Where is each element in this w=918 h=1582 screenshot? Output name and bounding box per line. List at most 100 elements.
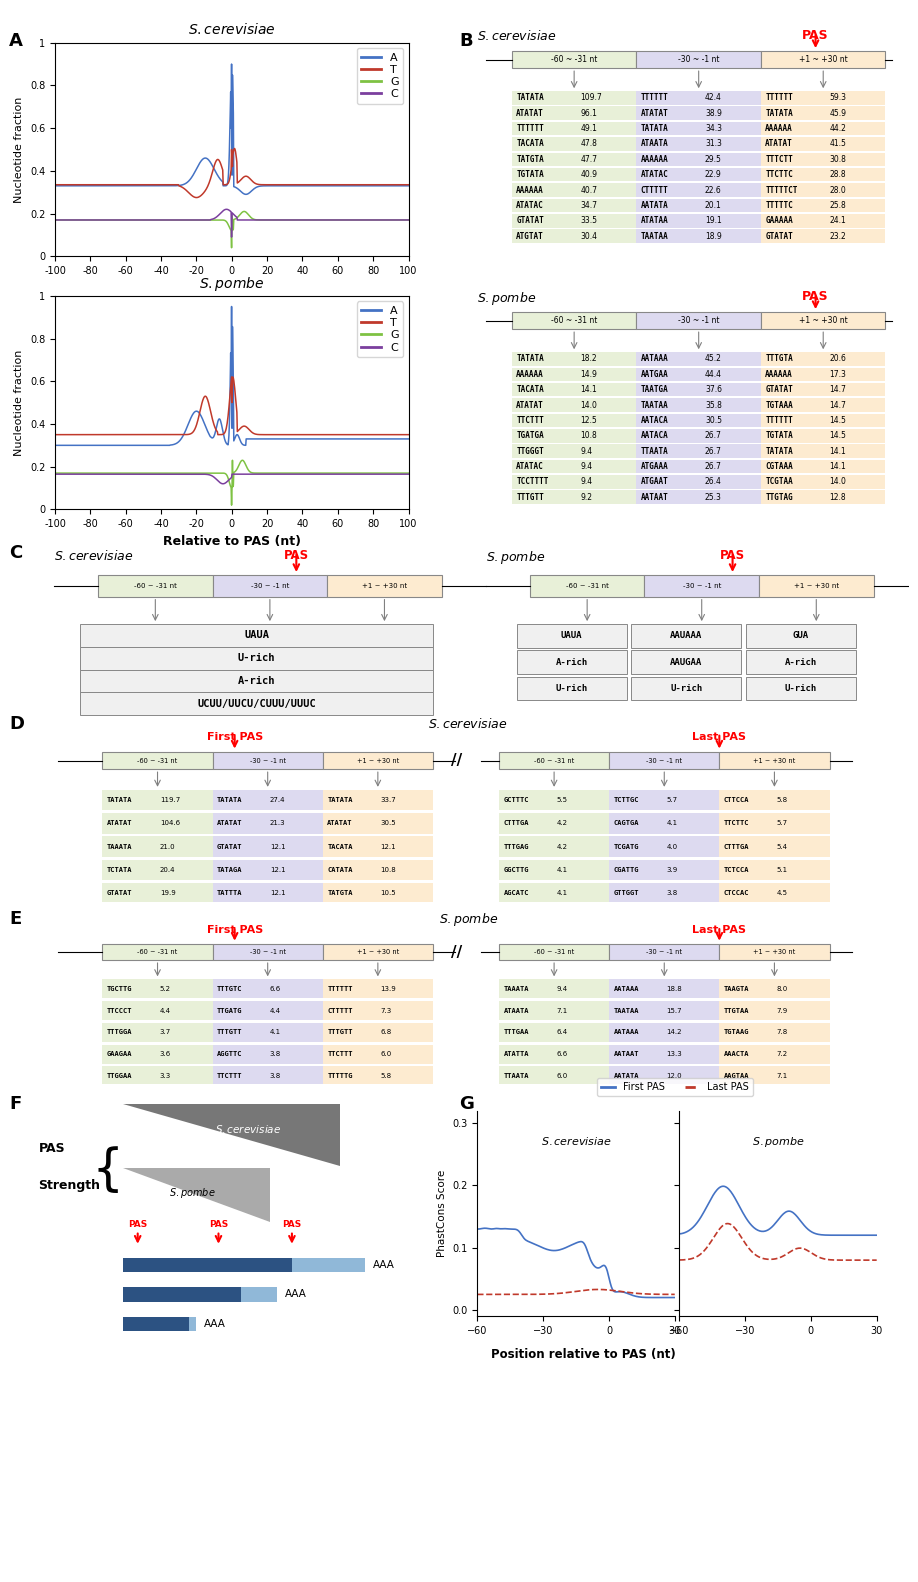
Bar — [213, 574, 327, 596]
Bar — [759, 574, 874, 596]
Text: 23.2: 23.2 — [830, 231, 846, 240]
Text: 14.7: 14.7 — [830, 400, 846, 410]
Text: C: C — [9, 544, 22, 562]
Text: A-rich: A-rich — [238, 676, 275, 687]
Text: GTATAT: GTATAT — [217, 843, 242, 850]
Bar — [610, 789, 720, 810]
Text: AAA: AAA — [285, 1289, 307, 1299]
Bar — [499, 944, 610, 960]
Text: 14.1: 14.1 — [830, 446, 846, 456]
Legend: First PAS, Last PAS: First PAS, Last PAS — [597, 1079, 753, 1096]
Text: 47.7: 47.7 — [580, 155, 598, 165]
Polygon shape — [123, 1104, 340, 1166]
Text: 5.4: 5.4 — [777, 843, 788, 850]
Text: TCTATA: TCTATA — [106, 867, 132, 873]
Legend: A, T, G, C: A, T, G, C — [356, 49, 403, 104]
Bar — [720, 1044, 830, 1063]
Text: TGTATA: TGTATA — [516, 171, 544, 179]
Text: -60 ~ -31 nt: -60 ~ -31 nt — [534, 758, 575, 764]
Text: TATGTA: TATGTA — [327, 891, 353, 897]
Bar — [103, 1066, 213, 1085]
Bar — [636, 399, 761, 411]
Text: 14.1: 14.1 — [830, 462, 846, 471]
Bar — [81, 693, 433, 715]
Text: TGCTTG: TGCTTG — [106, 986, 132, 992]
Text: PAS: PAS — [802, 28, 829, 43]
Bar — [636, 122, 761, 136]
Bar — [103, 1044, 213, 1063]
Text: TTCTTT: TTCTTT — [516, 416, 544, 426]
Bar — [745, 677, 856, 701]
Bar — [636, 367, 761, 381]
Text: ATATAC: ATATAC — [516, 462, 544, 471]
Bar — [512, 106, 636, 120]
Text: TTCTTT: TTCTTT — [217, 1073, 242, 1079]
Bar — [761, 92, 886, 104]
Bar — [81, 647, 433, 669]
Text: PAS: PAS — [802, 290, 829, 304]
Text: 119.7: 119.7 — [160, 797, 180, 804]
Bar — [213, 753, 323, 769]
Text: 109.7: 109.7 — [580, 93, 602, 103]
Text: TAATGA: TAATGA — [641, 384, 668, 394]
Text: 33.5: 33.5 — [580, 217, 598, 225]
Text: 6.8: 6.8 — [380, 1030, 391, 1035]
Text: 3.8: 3.8 — [666, 891, 677, 897]
Text: 7.2: 7.2 — [777, 1050, 788, 1057]
Bar — [761, 413, 886, 427]
Text: AAA: AAA — [373, 1259, 395, 1270]
Bar — [499, 1044, 610, 1063]
Text: 4.0: 4.0 — [666, 843, 677, 850]
Text: TTTTTT: TTTTTT — [327, 986, 353, 992]
Text: GUA: GUA — [793, 631, 809, 641]
Text: ATATAC: ATATAC — [516, 201, 544, 210]
Text: AATAAA: AATAAA — [641, 354, 668, 364]
Bar — [327, 574, 442, 596]
Text: GAAGAA: GAAGAA — [106, 1050, 132, 1057]
Bar — [761, 460, 886, 473]
Text: GTATAT: GTATAT — [106, 891, 132, 897]
Bar — [213, 1001, 323, 1020]
Bar — [636, 106, 761, 120]
Text: TATTTA: TATTTA — [217, 891, 242, 897]
Text: G: G — [459, 1095, 474, 1112]
Text: A: A — [9, 32, 23, 49]
Text: 25.3: 25.3 — [705, 492, 722, 501]
Text: 10.5: 10.5 — [380, 891, 396, 897]
Text: 12.1: 12.1 — [270, 867, 285, 873]
Text: 18.8: 18.8 — [666, 986, 682, 992]
Title: $S. pombe$: $S. pombe$ — [199, 275, 264, 293]
Text: ATATAT: ATATAT — [641, 109, 668, 117]
Y-axis label: PhastCons Score: PhastCons Score — [437, 1169, 447, 1258]
Text: 14.7: 14.7 — [830, 384, 846, 394]
Text: First PAS: First PAS — [207, 732, 263, 742]
Bar — [720, 789, 830, 810]
Text: TCTCCA: TCTCCA — [723, 867, 749, 873]
Text: PAS: PAS — [209, 1220, 228, 1229]
Bar — [512, 152, 636, 166]
Text: TTTTTT: TTTTTT — [766, 416, 793, 426]
Text: TTTTTT: TTTTTT — [641, 93, 668, 103]
Text: 12.1: 12.1 — [380, 843, 396, 850]
Text: 4.2: 4.2 — [556, 843, 567, 850]
Text: GGCTTG: GGCTTG — [503, 867, 529, 873]
Text: 17.3: 17.3 — [830, 370, 846, 378]
Text: 21.3: 21.3 — [270, 821, 285, 826]
Bar — [610, 753, 720, 769]
Bar — [499, 859, 610, 880]
Bar — [720, 813, 830, 834]
Text: $S. cerevisiae$: $S. cerevisiae$ — [541, 1136, 611, 1147]
Text: 5.8: 5.8 — [777, 797, 788, 804]
Text: -30 ~ -1 nt: -30 ~ -1 nt — [250, 758, 285, 764]
Text: U-rich: U-rich — [238, 653, 275, 663]
Text: UCUU/UUCU/CUUU/UUUC: UCUU/UUCU/CUUU/UUUC — [197, 699, 316, 709]
Bar — [512, 399, 636, 411]
Text: ATGTAT: ATGTAT — [516, 231, 544, 240]
Bar — [213, 1066, 323, 1085]
Bar — [720, 1024, 830, 1043]
Text: -60 ~ -31 nt: -60 ~ -31 nt — [138, 758, 178, 764]
Text: GTTGGT: GTTGGT — [613, 891, 639, 897]
Text: ATATTA: ATATTA — [503, 1050, 529, 1057]
Text: UAUA: UAUA — [561, 631, 583, 641]
Text: ATAATA: ATAATA — [641, 139, 668, 149]
